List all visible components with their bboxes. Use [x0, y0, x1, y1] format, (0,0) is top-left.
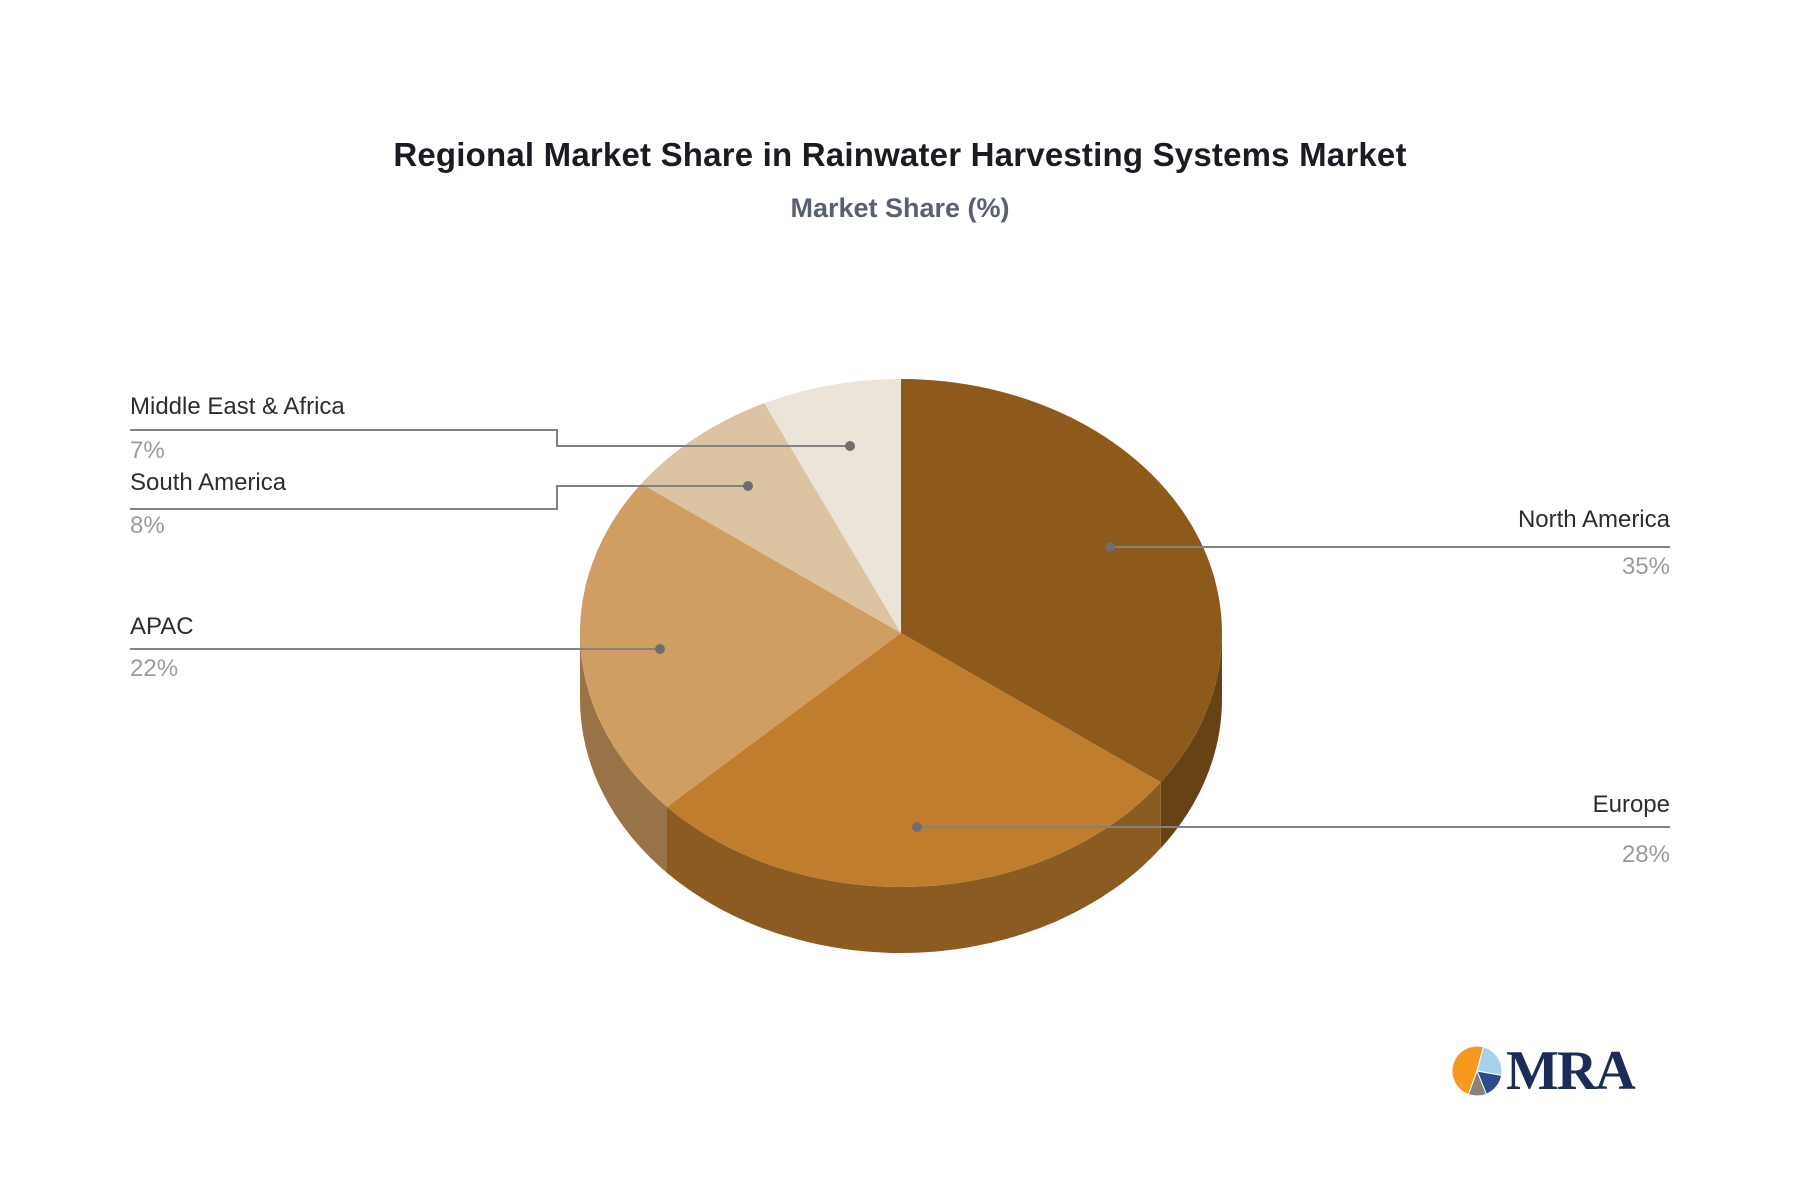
- callout-percent-europe: 28%: [1622, 840, 1670, 869]
- slice-label: Middle East & Africa: [130, 393, 345, 420]
- chart-subtitle: Market Share (%): [790, 193, 1010, 223]
- callout-label-europe: Europe: [1593, 790, 1670, 819]
- callout-percent-apac: 22%: [130, 654, 178, 683]
- slice-percent: 22%: [130, 655, 179, 682]
- callout-label-middle-east-africa: Middle East & Africa: [130, 392, 345, 421]
- callout-percent-north-america: 35%: [1622, 552, 1670, 581]
- callout-label-north-america: North America: [1518, 505, 1670, 534]
- slice-percent: 28%: [1621, 841, 1670, 868]
- slice-percent: 8%: [130, 512, 165, 539]
- slice-label: APAC: [130, 613, 194, 640]
- slice-label: North America: [1517, 506, 1670, 533]
- brand-logo-text: MRA: [1506, 1040, 1636, 1102]
- slice-percent: 7%: [130, 437, 165, 464]
- slice-label: Europe: [1592, 791, 1670, 818]
- callout-label-south-america: South America: [130, 468, 286, 497]
- pie-logo-icon: [1451, 1045, 1503, 1097]
- callout-percent-middle-east-africa: 7%: [130, 436, 165, 465]
- brand-logo: MRA: [1450, 1040, 1636, 1102]
- slice-label: South America: [130, 469, 287, 496]
- chart-title: Regional Market Share in Rainwater Harve…: [393, 136, 1407, 173]
- callout-label-apac: APAC: [130, 612, 194, 641]
- slice-percent: 35%: [1621, 553, 1670, 580]
- callout-percent-south-america: 8%: [130, 511, 165, 540]
